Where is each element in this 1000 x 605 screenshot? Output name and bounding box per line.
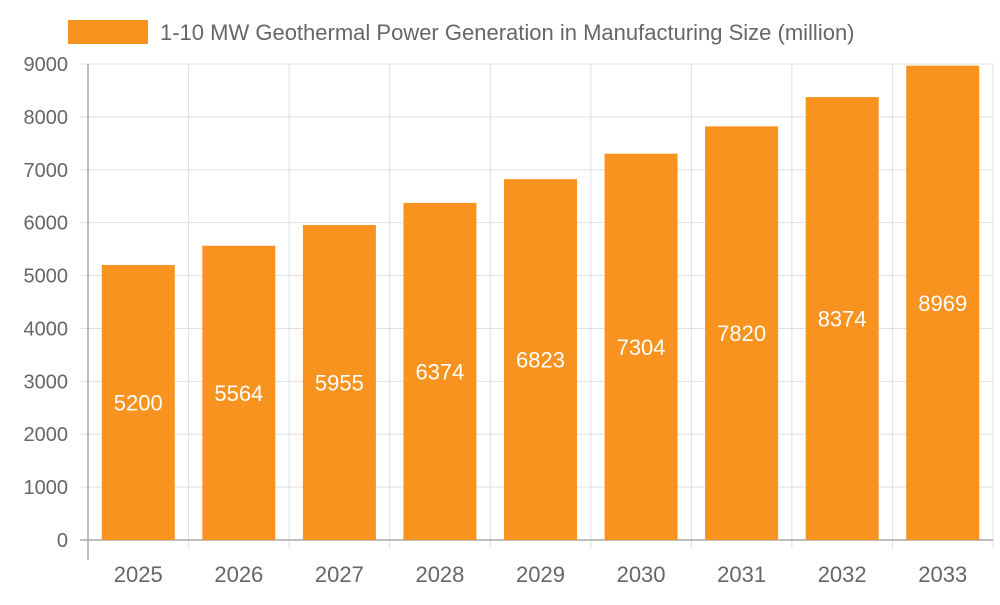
data-label: 6374 [415,359,464,384]
y-tick-label: 7000 [24,160,69,182]
y-tick-label: 9000 [24,54,69,76]
x-tick-label: 2030 [617,562,666,587]
bar [504,179,577,541]
x-tick-label: 2025 [114,562,163,587]
data-label: 6823 [516,348,565,373]
x-tick-label: 2032 [818,562,867,587]
bar [705,126,779,541]
x-tick-label: 2031 [717,562,766,587]
y-tick-label: 6000 [24,213,69,235]
legend: 1-10 MW Geothermal Power Generation in M… [68,20,855,45]
data-label: 7820 [717,321,766,346]
y-tick-label: 1000 [24,477,69,499]
x-tick-label: 2027 [315,562,364,587]
y-tick-label: 3000 [24,371,69,393]
data-label: 5564 [214,381,263,406]
x-tick-label: 2033 [918,562,967,587]
y-tick-label: 8000 [24,107,69,129]
x-tick-label: 2026 [214,562,263,587]
legend-swatch [68,20,148,44]
data-label: 7304 [617,335,666,360]
y-tick-label: 4000 [24,318,69,340]
bar [403,202,477,540]
data-label: 8969 [918,291,967,316]
data-label: 5200 [114,390,163,415]
x-tick-label: 2028 [415,562,464,587]
bar [302,225,376,540]
data-label: 8374 [818,307,867,332]
bar [906,65,980,540]
bar [604,153,678,540]
bar [202,245,276,540]
bar [101,264,175,540]
y-tick-label: 2000 [24,424,69,446]
y-tick-label: 0 [57,530,68,552]
y-tick-label: 5000 [24,266,69,288]
data-label: 5955 [315,371,364,396]
x-tick-label: 2029 [516,562,565,587]
bars: 5200 5564 5955 6374 6823 7304 7820 8374 8969 [101,65,980,541]
bar [805,97,879,540]
legend-label: 1-10 MW Geothermal Power Generation in M… [160,20,855,45]
